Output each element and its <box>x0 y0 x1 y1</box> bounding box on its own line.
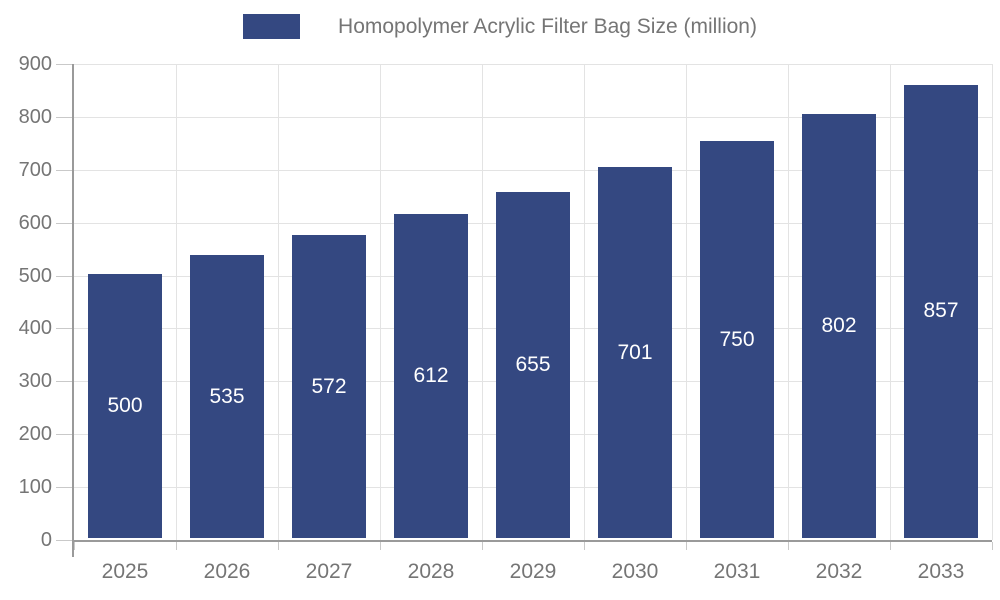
bar-value-label: 500 <box>107 393 143 417</box>
x-axis-tick <box>278 542 279 550</box>
bar: 701 <box>598 167 672 538</box>
y-axis-tick <box>56 328 72 330</box>
gridline-vertical <box>890 64 891 540</box>
x-axis-line <box>72 540 992 542</box>
y-axis-tick <box>56 116 72 118</box>
x-axis-tick <box>176 542 177 550</box>
x-tick-label: 2026 <box>203 560 251 583</box>
bar: 750 <box>700 141 774 538</box>
x-axis-tick <box>788 542 789 550</box>
y-axis-tick <box>56 222 72 224</box>
y-axis-tick <box>56 434 72 436</box>
y-tick-label: 0 <box>40 529 52 551</box>
gridline-vertical <box>788 64 789 540</box>
x-axis-tick <box>686 542 687 550</box>
y-axis-tick <box>56 381 72 383</box>
y-tick-label: 800 <box>18 105 52 128</box>
bar: 802 <box>802 113 876 538</box>
y-axis-line <box>72 64 74 557</box>
y-axis-tick <box>56 169 72 171</box>
bar-value-label: 701 <box>617 340 653 364</box>
x-tick-label: 2031 <box>713 560 761 583</box>
bar: 655 <box>496 191 570 538</box>
gridline-vertical <box>380 64 381 540</box>
x-tick-label: 2032 <box>815 560 863 583</box>
x-axis-tick <box>74 542 75 550</box>
x-axis-tick <box>890 542 891 550</box>
bar: 572 <box>292 235 366 538</box>
gridline-vertical <box>584 64 585 540</box>
bar: 535 <box>190 255 264 538</box>
y-axis-tick <box>56 275 72 277</box>
legend-item[interactable]: Homopolymer Acrylic Filter Bag Size (mil… <box>243 14 757 39</box>
x-tick-label: 2029 <box>509 560 557 583</box>
bar-value-label: 612 <box>413 364 449 388</box>
y-tick-label: 500 <box>18 264 52 287</box>
legend-swatch-icon <box>243 14 301 39</box>
y-axis-tick <box>56 487 72 489</box>
x-axis-tick <box>482 542 483 550</box>
gridline-vertical <box>686 64 687 540</box>
plot-area: 0 100 200 300 400 500 600 700 800 900 2025 500 2026 5… <box>19 53 993 583</box>
bar-value-label: 857 <box>923 299 959 323</box>
legend-label: Homopolymer Acrylic Filter Bag Size (mil… <box>338 14 757 38</box>
y-tick-label: 400 <box>18 317 52 340</box>
gridline-vertical <box>992 64 993 540</box>
y-tick-label: 700 <box>18 158 52 181</box>
x-tick-label: 2033 <box>917 560 965 583</box>
gridline-horizontal <box>74 64 992 65</box>
y-tick-label: 100 <box>18 476 52 499</box>
bar: 857 <box>904 84 978 538</box>
gridline-vertical <box>278 64 279 540</box>
bar-value-label: 655 <box>515 352 551 376</box>
bar-value-label: 802 <box>821 313 857 337</box>
x-tick-label: 2028 <box>407 560 455 583</box>
x-tick-label: 2025 <box>101 560 149 583</box>
y-axis-tick <box>56 540 72 541</box>
bar-value-label: 572 <box>311 374 347 398</box>
bar: 500 <box>88 273 162 538</box>
bar: 612 <box>394 214 468 538</box>
y-tick-label: 200 <box>18 423 52 446</box>
x-axis-tick <box>992 542 993 550</box>
bar-value-label: 750 <box>719 327 755 351</box>
x-axis-tick <box>380 542 381 550</box>
y-tick-label: 300 <box>18 370 52 393</box>
y-tick-label: 600 <box>18 211 52 234</box>
x-tick-label: 2027 <box>305 560 353 583</box>
x-axis-tick <box>584 542 585 550</box>
gridline-vertical <box>176 64 177 540</box>
legend: Homopolymer Acrylic Filter Bag Size (mil… <box>0 14 1000 39</box>
y-axis-tick <box>56 64 72 65</box>
x-tick-label: 2030 <box>611 560 659 583</box>
bar-value-label: 535 <box>209 384 245 408</box>
y-tick-label: 900 <box>18 53 52 75</box>
gridline-vertical <box>482 64 483 540</box>
